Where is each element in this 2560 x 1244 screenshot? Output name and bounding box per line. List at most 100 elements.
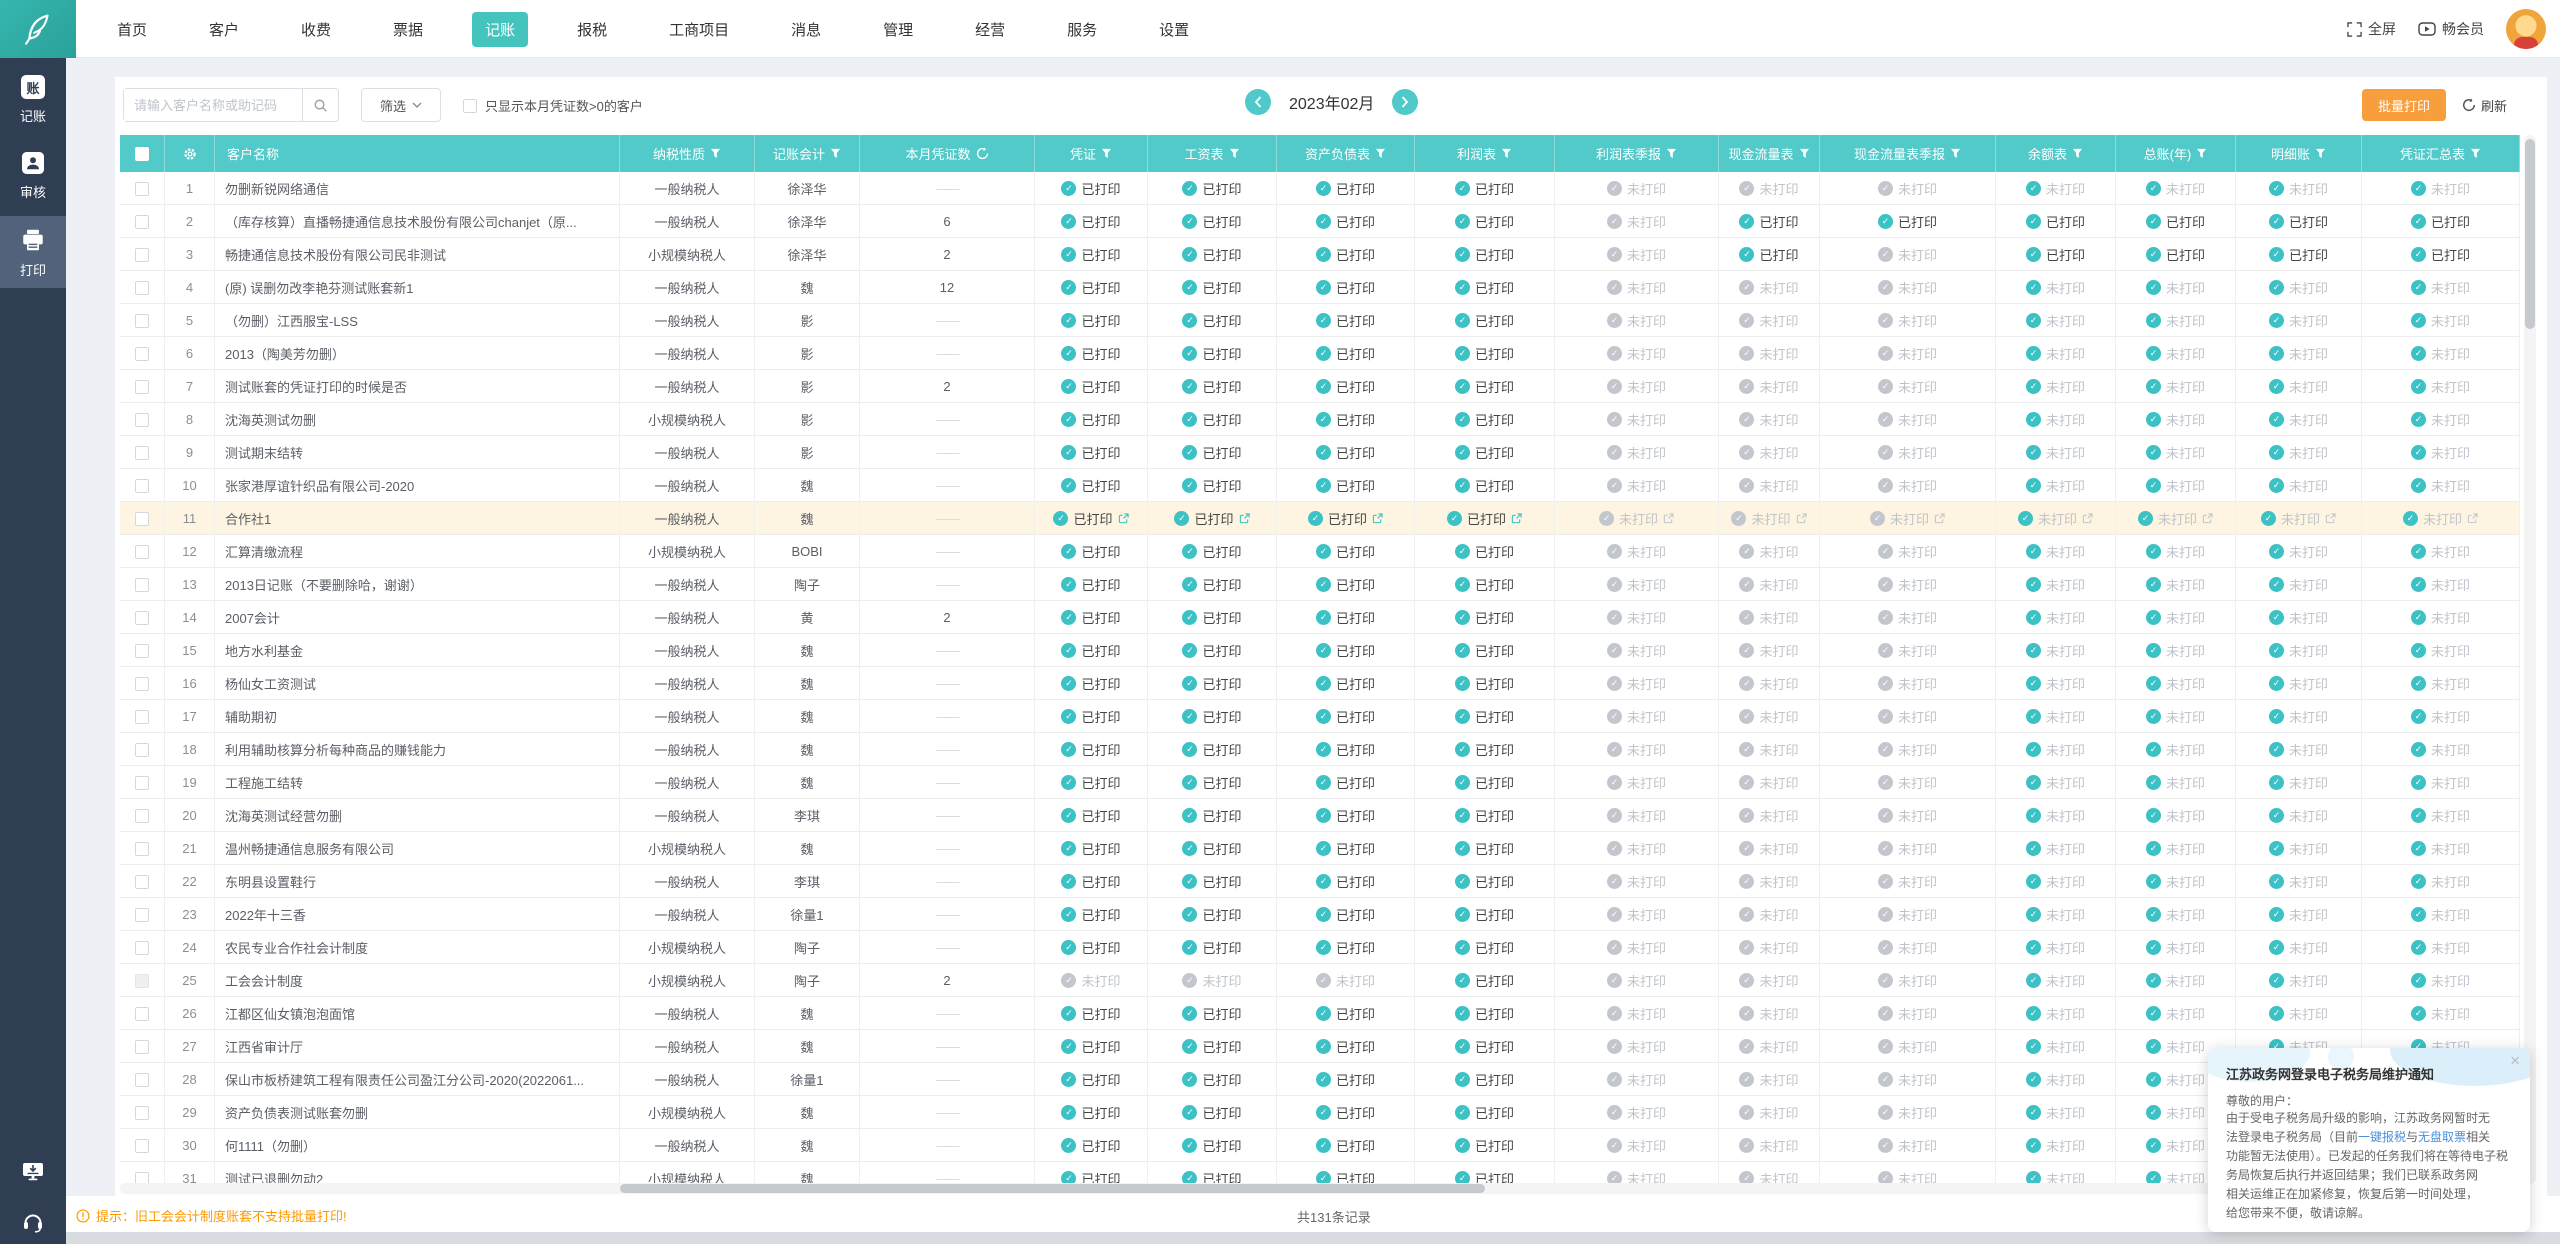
table-row[interactable]: 20 沈海英测试经营勿删 一般纳税人 李琪 —— ✓ 已打印 ✓ 已打印 ✓ 已打印 ✓ 已打印 ✓ 未打印… xyxy=(120,799,2520,832)
table-row[interactable]: 25 工会会计制度 小规模纳税人 陶子 2 ✓ 未打印 ✓ 未打印 ✓ 未打印 ✓ 已打印 ✓ 未打印 ✓ 未打… xyxy=(120,964,2520,997)
table-row[interactable]: 15 地方水利基金 一般纳税人魏 —— ✓ 已打印 ✓ 已打印 ✓ 已打印 ✓ 已打印 ✓ 未打印 ✓ 未打印… xyxy=(120,634,2520,667)
nav-item-invoices[interactable]: 票据 xyxy=(393,21,424,39)
nav-item-customers[interactable]: 客户 xyxy=(209,21,240,39)
row-checkbox[interactable] xyxy=(135,544,149,559)
refresh-icon[interactable] xyxy=(976,147,989,160)
table-row[interactable]: 19 工程施工结转 一般纳税人魏 —— ✓ 已打印 ✓ 已打印 ✓ 已打印 ✓ 已打印 ✓ 未打印 ✓ 未打印… xyxy=(120,766,2520,799)
next-month-button[interactable] xyxy=(1392,89,1419,115)
row-checkbox[interactable] xyxy=(135,280,149,295)
toast-link[interactable]: 一键报税 xyxy=(2358,1130,2407,1144)
column-header[interactable]: 凭证 xyxy=(1035,135,1148,172)
table-row[interactable]: 13 2013日记账（不要删除哈，谢谢） 一般纳税人 陶子 —— ✓ 已打印 ✓ 已打印 ✓ 已打印… xyxy=(120,568,2520,601)
column-header[interactable]: 总账(年) xyxy=(2116,135,2236,172)
column-header[interactable]: 现金流量表季报 xyxy=(1820,135,1996,172)
table-row[interactable]: 24 农民专业合作社会计制度 小规模纳税人 陶子 —— ✓ 已打印 ✓ 已打印 ✓ 已打印 ✓ 已打印 ✓… xyxy=(120,931,2520,964)
row-checkbox[interactable] xyxy=(135,907,149,922)
filter-icon[interactable] xyxy=(1799,148,1810,159)
table-row[interactable]: 12 汇算清缴流程 小规模纳税人 BOBI —— ✓ 已打印 ✓ 已打印 ✓ 已打印 ✓ 已打印 ✓ 未打印… xyxy=(120,535,2520,568)
refresh-button[interactable]: 刷新 xyxy=(2462,96,2507,115)
row-checkbox[interactable] xyxy=(135,346,149,361)
table-row[interactable]: 14 2007会计 一般纳税人黄 2 ✓ 已打印 ✓ 已打印 ✓ 已打印 ✓ 已打印 ✓ 未打印 ✓ 未打印 ✓… xyxy=(120,601,2520,634)
nav-item-tax-filing[interactable]: 报税 xyxy=(577,21,608,39)
status-badge[interactable]: ✓ 未打印 xyxy=(1719,502,1820,535)
filter-icon[interactable] xyxy=(2072,148,2083,159)
row-checkbox[interactable] xyxy=(135,445,149,460)
row-checkbox[interactable] xyxy=(135,379,149,394)
search-button[interactable] xyxy=(302,89,338,121)
table-row[interactable]: 9 测试期末结转 一般纳税人影 —— ✓ 已打印 ✓ 已打印 ✓ 已打印 ✓ 已打印 ✓ 未打印 ✓ 未打印 ✓… xyxy=(120,436,2520,469)
table-row[interactable]: 18 利用辅助核算分析每种商品的赚钱能力 一般纳税人魏 —— ✓ 已打印 ✓ 已打印 ✓ 已打印 ✓… xyxy=(120,733,2520,766)
close-icon[interactable]: × xyxy=(2510,1051,2520,1070)
row-checkbox[interactable] xyxy=(135,1171,149,1184)
table-row[interactable]: 6 2013（陶美芳勿删） 一般纳税人影 —— ✓ 已打印 ✓ 已打印 ✓ 已打印 ✓ 已打印 ✓ 未打印… xyxy=(120,337,2520,370)
table-row[interactable]: 21 温州畅捷通信息服务有限公司 小规模纳税人魏 —— ✓ 已打印 ✓ 已打印 ✓ 已打印 ✓ 已打印… xyxy=(120,832,2520,865)
status-badge[interactable]: ✓ 已打印 xyxy=(1148,502,1277,535)
nav-item-messages[interactable]: 消息 xyxy=(791,21,822,39)
table-row[interactable]: 2 （库存核算）直播畅捷通信息技术股份有限公司chanjet（原... 一般纳税人徐… xyxy=(120,205,2520,238)
table-row[interactable]: 29 资产负债表测试账套勿删 小规模纳税人魏 —— ✓ 已打印 ✓ 已打印 ✓ 已打印 ✓ 已打印 ✓ 未… xyxy=(120,1096,2520,1129)
nav-item-settings[interactable]: 设置 xyxy=(1159,21,1190,39)
row-checkbox[interactable] xyxy=(135,808,149,823)
nav-item-business-projects[interactable]: 工商项目 xyxy=(669,21,730,39)
search-input[interactable] xyxy=(124,89,302,121)
status-badge[interactable]: ✓ 已打印 xyxy=(1035,502,1148,535)
column-header[interactable]: 余额表 xyxy=(1996,135,2116,172)
column-header[interactable]: 现金流量表 xyxy=(1719,135,1820,172)
column-header[interactable]: 工资表 xyxy=(1148,135,1277,172)
row-checkbox[interactable] xyxy=(135,841,149,856)
nav-item-bookkeeping[interactable]: 记账 xyxy=(472,11,529,47)
status-badge[interactable]: ✓ 未打印 xyxy=(1820,502,1996,535)
status-badge[interactable]: ✓ 未打印 xyxy=(2362,502,2520,535)
table-row[interactable]: 16 杨仙女工资测试 一般纳税人魏 —— ✓ 已打印 ✓ 已打印 ✓ 已打印 ✓ 已打印 ✓ 未打印 ✓ 未打… xyxy=(120,667,2520,700)
filter-icon[interactable] xyxy=(1501,148,1512,159)
nav-item-home[interactable]: 首页 xyxy=(117,21,148,39)
row-checkbox[interactable] xyxy=(135,1006,149,1021)
column-header[interactable]: 记账会计 xyxy=(755,135,860,172)
table-row[interactable]: 4 (原) 误删勿改李艳芬测试账套新1 一般纳税人魏 12 ✓ 已打印 ✓ 已打印 ✓ 已打印 ✓ 已… xyxy=(120,271,2520,304)
table-row[interactable]: 10 张家港厚谊针织品有限公司-2020 一般纳税人魏 —— ✓ 已打印 ✓ 已打印 ✓ 已打印 ✓… xyxy=(120,469,2520,502)
open-report-link-icon[interactable] xyxy=(2325,513,2336,524)
open-report-link-icon[interactable] xyxy=(1663,513,1674,524)
column-header[interactable]: 本月凭证数 xyxy=(860,135,1035,172)
row-checkbox[interactable] xyxy=(135,676,149,691)
table-row[interactable]: 3 畅捷通信息技术股份有限公司民非测试 小规模纳税人 徐泽华 2 ✓ 已打印 ✓ 已打印 ✓ 已打印… xyxy=(120,238,2520,271)
batch-print-button[interactable]: 批量打印 xyxy=(2361,89,2446,121)
table-row[interactable]: 26 江都区仙女镇泡泡面馆 一般纳税人魏 —— ✓ 已打印 ✓ 已打印 ✓ 已打印 ✓ 已打印 ✓ 未打印… xyxy=(120,997,2520,1030)
avatar[interactable] xyxy=(2506,9,2546,49)
row-checkbox[interactable] xyxy=(135,709,149,724)
vertical-scrollbar[interactable] xyxy=(2524,135,2536,1184)
sidebar-item-review[interactable]: 审核 xyxy=(0,140,66,210)
sidebar-item-bookkeeping[interactable]: 账记账 xyxy=(0,64,66,134)
open-report-link-icon[interactable] xyxy=(1796,513,1807,524)
fullscreen-button[interactable]: 全屏 xyxy=(2347,19,2396,39)
row-checkbox[interactable] xyxy=(135,973,149,988)
table-row[interactable]: 27 江西省审计厅 一般纳税人魏 —— ✓ 已打印 ✓ 已打印 ✓ 已打印 ✓ 已打印 ✓ 未打印 ✓ 未打印… xyxy=(120,1030,2520,1063)
status-badge[interactable]: ✓ 已打印 xyxy=(1277,502,1415,535)
table-row[interactable]: 11 合作社1 一般纳税人魏 —— ✓ 已打印 ✓ 已打印 ✓ 已打印 ✓ 已打印 ✓ 未打印 ✓ 未打印 ✓ 未… xyxy=(120,502,2520,535)
row-checkbox[interactable] xyxy=(135,412,149,427)
filter-icon[interactable] xyxy=(2470,148,2481,159)
open-report-link-icon[interactable] xyxy=(1239,513,1250,524)
toast-link[interactable]: 无盘取票 xyxy=(2418,1130,2467,1144)
row-checkbox[interactable] xyxy=(135,643,149,658)
status-badge[interactable]: ✓ 未打印 xyxy=(1555,502,1719,535)
vertical-scrollbar-thumb[interactable] xyxy=(2525,139,2535,329)
nav-item-fees[interactable]: 收费 xyxy=(301,21,332,39)
column-header[interactable]: 客户名称 xyxy=(215,135,620,172)
column-header[interactable]: 凭证汇总表 xyxy=(2362,135,2520,172)
horizontal-scrollbar-thumb[interactable] xyxy=(620,1184,1485,1193)
column-header[interactable]: 明细账 xyxy=(2236,135,2362,172)
row-checkbox[interactable] xyxy=(135,1072,149,1087)
prev-month-button[interactable] xyxy=(1245,89,1271,115)
app-logo[interactable] xyxy=(0,0,76,58)
filter-icon[interactable] xyxy=(1229,148,1240,159)
only-with-vouchers-checkbox[interactable]: 只显示本月凭证数>0的客户 xyxy=(463,96,643,115)
open-report-link-icon[interactable] xyxy=(1511,513,1522,524)
open-report-link-icon[interactable] xyxy=(2467,513,2478,524)
status-badge[interactable]: ✓ 已打印 xyxy=(1415,502,1555,535)
filter-icon[interactable] xyxy=(710,148,721,159)
filter-icon[interactable] xyxy=(1950,148,1961,159)
gear-icon[interactable] xyxy=(183,147,197,161)
row-checkbox[interactable] xyxy=(135,247,149,262)
status-badge[interactable]: ✓ 未打印 xyxy=(2116,502,2236,535)
